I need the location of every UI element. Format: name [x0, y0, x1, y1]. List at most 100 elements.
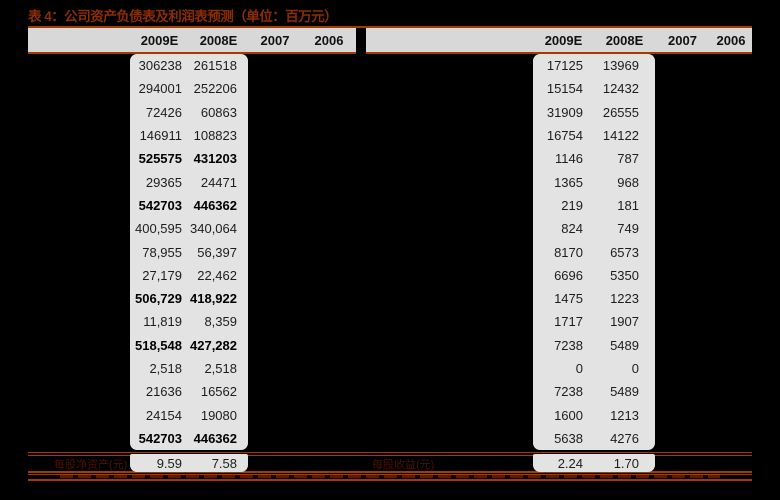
left-pershare-row: 每股净资产(元) 9.59 7.58: [28, 454, 356, 472]
table-row: 400,595 340,064: [28, 217, 356, 240]
value-2008e: 1907: [610, 314, 639, 330]
header-2007: 2007: [668, 32, 697, 48]
left-table-header: 2009E 2008E 2007 2006: [28, 28, 356, 54]
table-row: 146911 108823: [28, 124, 356, 147]
value-2009e: 1146: [555, 151, 583, 167]
right-highlight-block: [533, 54, 655, 450]
value-2008e: 340,064: [190, 221, 237, 237]
header-2006: 2006: [716, 32, 746, 48]
value-2008e: 22,462: [197, 267, 237, 283]
header-2008e: 2008E: [199, 32, 238, 48]
pershare-2009e: 9.59: [156, 456, 182, 471]
value-2008e: 446362: [193, 197, 237, 213]
value-2008e: 261518: [193, 58, 237, 74]
bottom-rule: [28, 471, 752, 473]
value-2008e: 8,359: [204, 314, 237, 330]
value-2009e: 518,548: [135, 337, 182, 353]
value-2008e: 1213: [610, 407, 639, 423]
value-2008e: 6573: [610, 244, 639, 260]
value-2008e: 787: [617, 151, 639, 167]
table-row: 824 749: [366, 217, 752, 240]
value-2008e: 19080: [200, 407, 237, 423]
value-2009e: 31909: [546, 104, 583, 120]
value-2009e: 1717: [554, 314, 583, 330]
pershare-label: 每股净资产(元): [54, 458, 128, 471]
value-2009e: 29365: [145, 174, 182, 190]
pershare-2008e: 7.58: [211, 456, 237, 471]
pershare-2008e: 1.70: [613, 456, 639, 471]
value-2008e: 252206: [193, 81, 237, 97]
value-2008e: 14122: [602, 128, 639, 144]
value-2009e: 542703: [138, 430, 182, 446]
pershare-2009e: 2.24: [557, 456, 583, 471]
left-table-body: 306238 261518 294001 252206 72426 60863: [28, 54, 356, 450]
value-2009e: 7238: [554, 384, 583, 400]
value-2009e: 7238: [554, 337, 583, 353]
value-2009e: 0: [575, 361, 583, 376]
value-2009e: 1365: [554, 174, 583, 190]
value-2009e: 525575: [138, 151, 182, 167]
value-2008e: 2,518: [204, 361, 237, 376]
value-2009e: 16754: [546, 128, 583, 144]
value-2009e: 1600: [554, 407, 583, 423]
footer-rule-top: [28, 474, 752, 475]
top-rule: [28, 26, 752, 28]
value-2009e: 824: [561, 221, 583, 237]
value-2008e: 13969: [602, 58, 639, 74]
table-row: 17125 13969: [366, 54, 752, 77]
table-row: 78,955 56,397: [28, 240, 356, 263]
table-row: 294001 252206: [28, 77, 356, 100]
table-row: 525575 431203: [28, 147, 356, 170]
value-2009e: 6696: [554, 267, 583, 283]
value-2008e: 24471: [200, 174, 237, 190]
table-row: 31909 26555: [366, 101, 752, 124]
header-2009e: 2009E: [140, 32, 179, 48]
table-row: 16754 14122: [366, 124, 752, 147]
pershare-separator-rule-top: [28, 452, 752, 453]
value-2009e: 17125: [546, 58, 583, 74]
table-row: 27,179 22,462: [28, 264, 356, 287]
left-pershare-highlight: [130, 454, 248, 472]
value-2008e: 5489: [610, 337, 639, 353]
value-2009e: 15154: [546, 81, 583, 97]
value-2008e: 16562: [200, 384, 237, 400]
value-2009e: 306238: [138, 58, 182, 74]
value-2009e: 1475: [554, 291, 583, 307]
value-2009e: 2,518: [149, 361, 182, 376]
table-row: 7238 5489: [366, 380, 752, 403]
footer-rule-bottom: [28, 479, 752, 481]
value-2008e: 0: [631, 361, 639, 376]
table-row: 5638 4276: [366, 427, 752, 450]
table-row: 1600 1213: [366, 403, 752, 426]
header-2008e: 2008E: [605, 32, 644, 48]
table-row: 1475 1223: [366, 287, 752, 310]
value-2008e: 108823: [193, 128, 237, 144]
value-2008e: 181: [617, 197, 639, 213]
value-2008e: 749: [617, 221, 639, 237]
value-2009e: 21636: [145, 384, 182, 400]
table-row: 29365 24471: [28, 170, 356, 193]
value-2008e: 56,397: [197, 244, 237, 260]
value-2008e: 26555: [602, 104, 639, 120]
right-table-body: 17125 13969 15154 12432 31909 26555: [366, 54, 752, 450]
header-2006: 2006: [314, 32, 344, 48]
header-2009e: 2009E: [544, 32, 583, 48]
value-2008e: 446362: [193, 430, 237, 446]
value-2009e: 27,179: [142, 267, 182, 283]
table-row: 2,518 2,518: [28, 357, 356, 380]
table-row: 506,729 418,922: [28, 287, 356, 310]
value-2008e: 1223: [610, 291, 639, 307]
value-2009e: 542703: [138, 197, 182, 213]
pershare-label: 每股收益(元): [372, 458, 435, 471]
table-row: 7238 5489: [366, 334, 752, 357]
left-rows: 306238 261518 294001 252206 72426 60863: [28, 54, 356, 450]
left-table: 2009E 2008E 2007 2006 306238 261518 2940…: [28, 28, 356, 450]
value-2008e: 431203: [193, 151, 237, 167]
table-row: 518,548 427,282: [28, 334, 356, 357]
value-2009e: 5638: [554, 430, 583, 446]
table-row: 0 0: [366, 357, 752, 380]
value-2008e: 60863: [200, 104, 237, 120]
value-2008e: 968: [617, 174, 639, 190]
right-rows: 17125 13969 15154 12432 31909 26555: [366, 54, 752, 450]
table-row: 11,819 8,359: [28, 310, 356, 333]
